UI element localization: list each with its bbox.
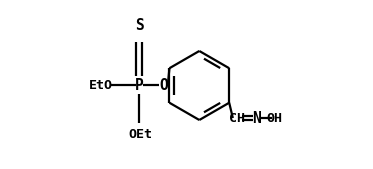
- Text: OEt: OEt: [128, 128, 152, 141]
- Text: EtO: EtO: [89, 79, 113, 92]
- Text: CH: CH: [229, 112, 245, 125]
- Text: N: N: [252, 111, 261, 126]
- Text: S: S: [135, 18, 144, 33]
- Text: O: O: [159, 78, 168, 93]
- Text: P: P: [135, 78, 144, 93]
- Text: OH: OH: [266, 112, 282, 125]
